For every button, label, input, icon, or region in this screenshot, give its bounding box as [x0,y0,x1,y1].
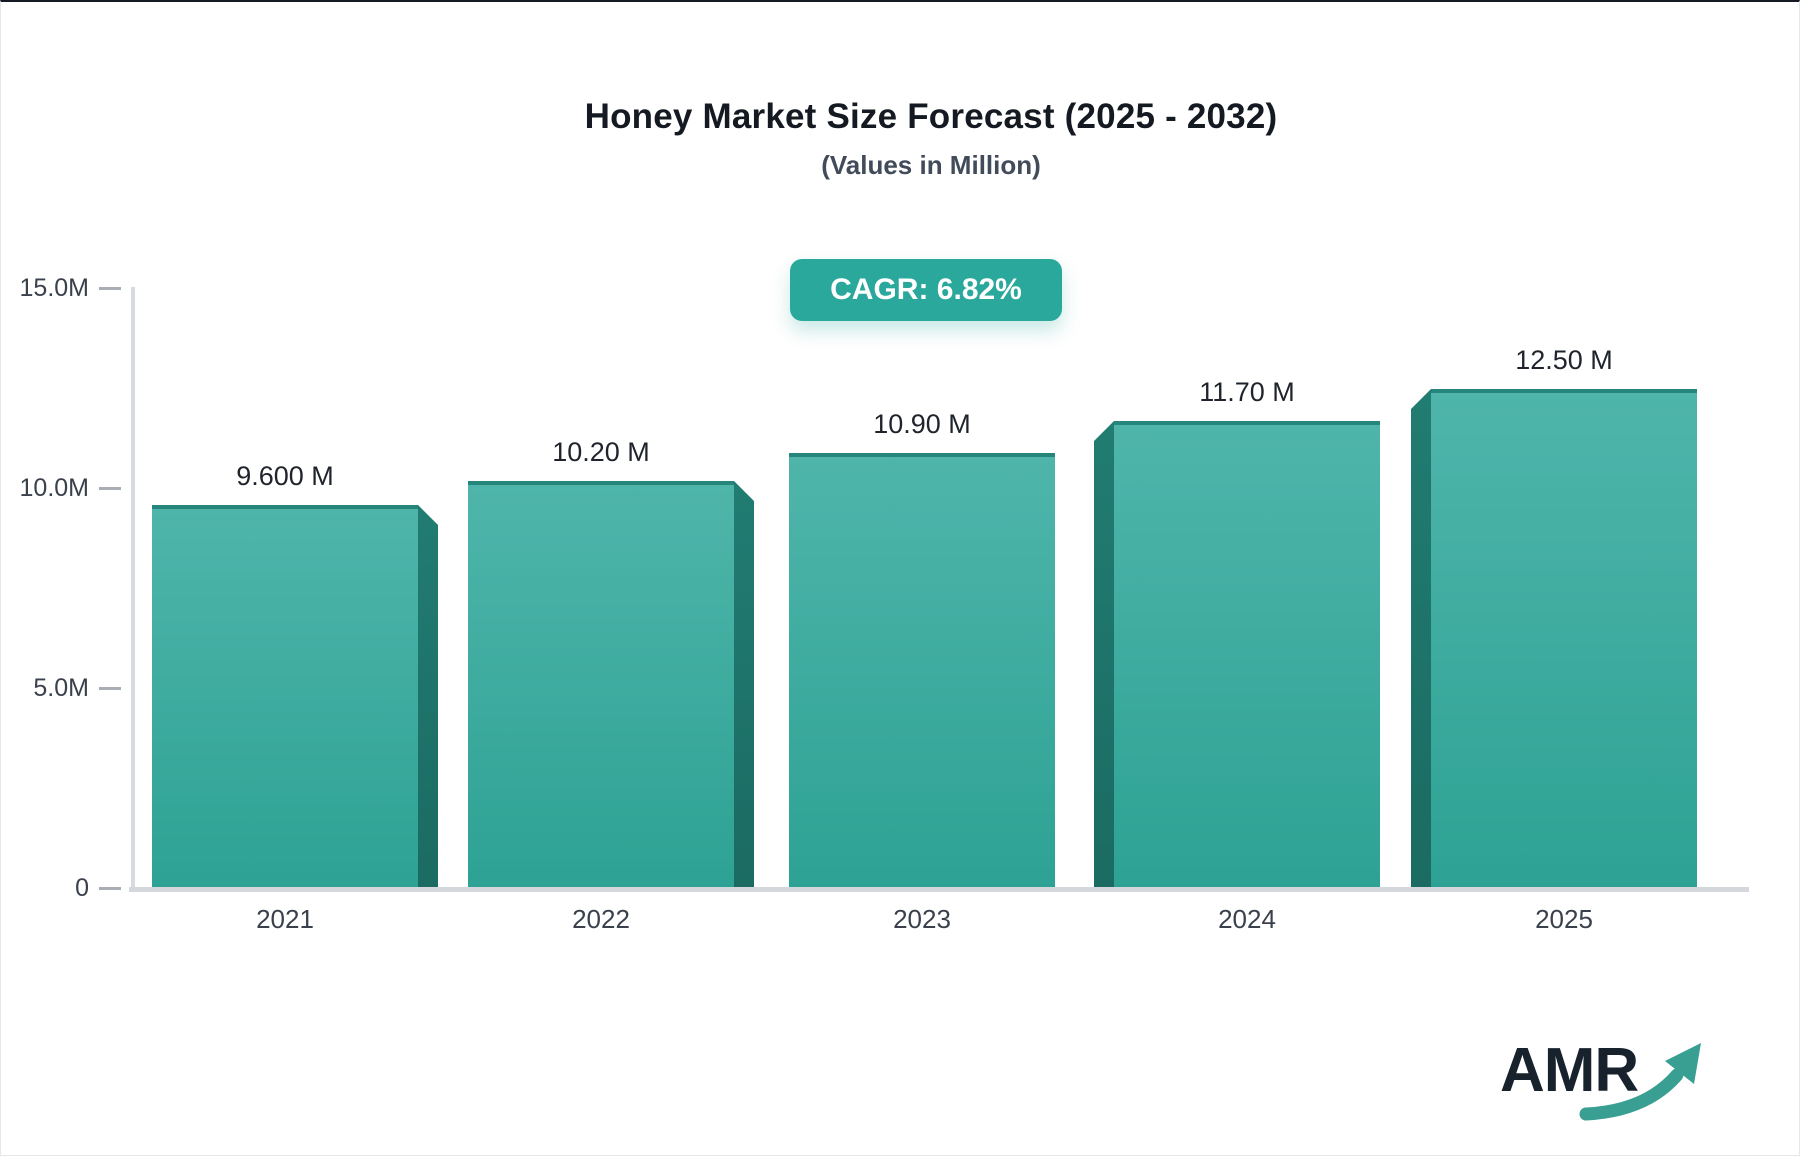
growth-arrow-icon [1579,1068,1684,1121]
x-axis-label-2022: 2022 [572,904,630,934]
x-axis-label-2024: 2024 [1218,904,1276,934]
y-tick-label: 10.0M [19,474,89,502]
cagr-badge: CAGR: 6.82% [790,259,1062,321]
bar-2023 [789,453,1055,889]
x-axis-label-2023: 2023 [893,904,951,934]
amr-logo: AMR [1500,1036,1701,1121]
y-axis-line [131,287,135,891]
value-label-2022: 10.20 M [552,437,650,467]
amr-logo-text: AMR [1500,1036,1638,1105]
y-tick-mark [99,687,121,690]
y-tick-mark [99,487,121,490]
bar-2022 [468,481,734,889]
y-tick-mark [99,287,121,290]
bar-2025 [1431,389,1697,889]
value-label-2025: 12.50 M [1515,345,1613,375]
y-tick-mark [99,887,121,890]
bar-2024-side-panel [1094,421,1114,889]
chart-title: Honey Market Size Forecast (2025 - 2032) [584,97,1278,136]
value-label-2021: 9.600 M [236,461,334,491]
x-axis-label-2025: 2025 [1535,904,1593,934]
y-tick-label: 0 [75,874,89,902]
value-label-2024: 11.70 M [1199,377,1295,407]
chart-subtitle: (Values in Million) [821,150,1041,180]
bar-2021-side-panel [418,505,438,889]
growth-arrow-head-icon [1665,1043,1701,1084]
bar-2022-side-panel [734,481,754,889]
y-tick-label: 5.0M [33,674,89,702]
x-axis-label-2021: 2021 [256,904,314,934]
x-axis-line [129,887,1749,892]
y-tick-label: 15.0M [19,274,89,302]
value-label-2023: 10.90 M [873,409,971,439]
bar-2025-side-panel [1411,389,1431,889]
bar-2021 [152,505,418,889]
bar-2024 [1114,421,1380,889]
